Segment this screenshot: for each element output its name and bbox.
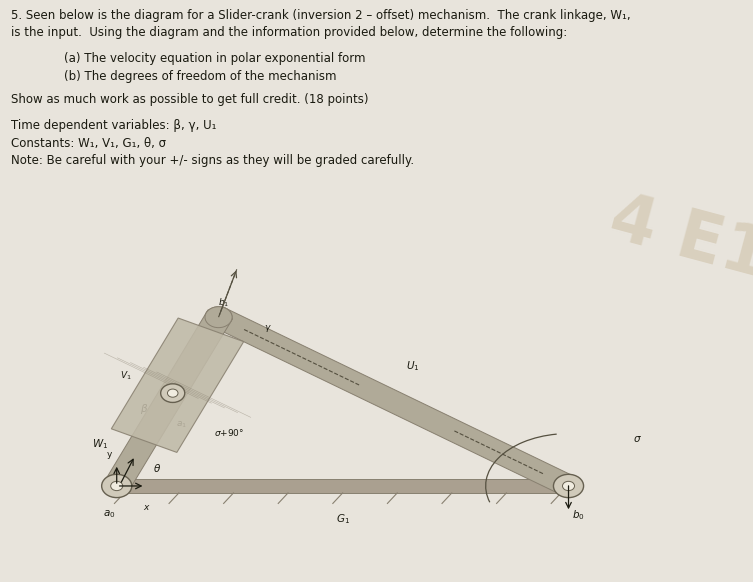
- Text: Constants: W₁, V₁, G₁, θ, σ: Constants: W₁, V₁, G₁, θ, σ: [11, 137, 166, 150]
- Circle shape: [559, 479, 578, 493]
- Circle shape: [555, 475, 582, 496]
- Text: $\gamma$: $\gamma$: [264, 323, 272, 334]
- Circle shape: [553, 474, 584, 498]
- Text: (a) The velocity equation in polar exponential form: (a) The velocity equation in polar expon…: [64, 52, 365, 65]
- Polygon shape: [208, 307, 579, 496]
- Text: Show as much work as possible to get full credit. (18 points): Show as much work as possible to get ful…: [11, 93, 369, 106]
- Text: $\beta$: $\beta$: [139, 402, 148, 416]
- Text: $a_1$: $a_1$: [176, 419, 187, 430]
- Text: Time dependent variables: β, γ, U₁: Time dependent variables: β, γ, U₁: [11, 119, 217, 132]
- Text: y: y: [106, 450, 112, 459]
- Circle shape: [102, 474, 132, 498]
- Text: $a_0$: $a_0$: [103, 508, 115, 520]
- Circle shape: [562, 481, 575, 491]
- Text: $b_0$: $b_0$: [572, 508, 585, 522]
- Circle shape: [111, 481, 123, 491]
- Text: $\sigma$: $\sigma$: [633, 434, 642, 445]
- Circle shape: [108, 479, 126, 493]
- Text: $\theta$: $\theta$: [153, 462, 161, 474]
- Text: Note: Be careful with your +/- signs as they will be graded carefully.: Note: Be careful with your +/- signs as …: [11, 154, 414, 167]
- Text: 4 E1: 4 E1: [602, 186, 753, 292]
- Polygon shape: [111, 318, 244, 452]
- Polygon shape: [114, 479, 572, 493]
- Text: $x$: $x$: [143, 503, 151, 512]
- Text: $V_1$: $V_1$: [120, 370, 131, 382]
- Text: $U_1$: $U_1$: [406, 359, 419, 372]
- Circle shape: [160, 384, 184, 402]
- Circle shape: [167, 389, 178, 397]
- Text: 5. Seen below is the diagram for a Slider-crank (inversion 2 – offset) mechanism: 5. Seen below is the diagram for a Slide…: [11, 9, 631, 22]
- Circle shape: [205, 307, 232, 328]
- Text: $G_1$: $G_1$: [336, 512, 349, 526]
- Text: $W_1$: $W_1$: [92, 437, 108, 450]
- Circle shape: [205, 307, 232, 328]
- Text: is the input.  Using the diagram and the information provided below, determine t: is the input. Using the diagram and the …: [11, 26, 568, 38]
- Text: (b) The degrees of freedom of the mechanism: (b) The degrees of freedom of the mechan…: [64, 70, 337, 83]
- Circle shape: [103, 475, 130, 496]
- Text: $\sigma$+90°: $\sigma$+90°: [214, 427, 245, 438]
- Text: $b_1$: $b_1$: [218, 296, 230, 309]
- Polygon shape: [102, 310, 233, 494]
